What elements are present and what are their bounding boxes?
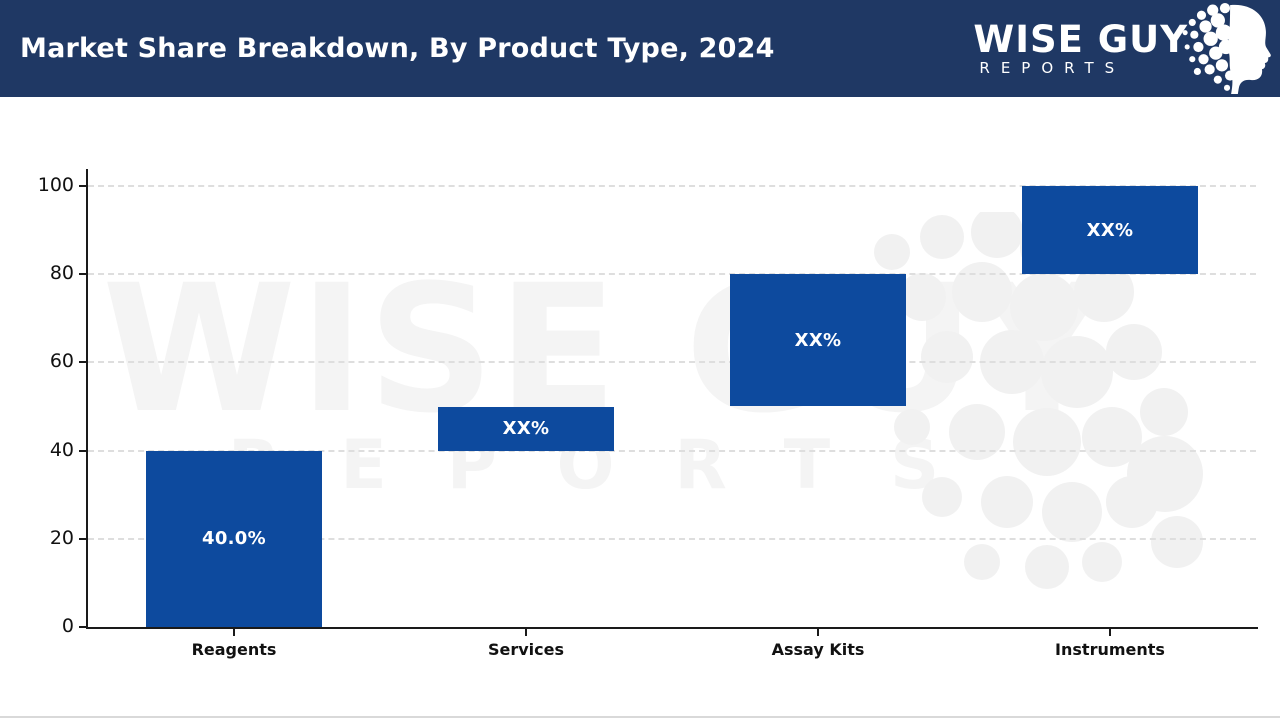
watermark-dotted-head	[853, 212, 1203, 589]
gridline-y100	[88, 185, 1256, 187]
category-label-services: Services	[487, 640, 565, 659]
x-axis-tick	[1109, 629, 1111, 636]
brand-subname: REPORTS	[979, 59, 1126, 77]
bar-value-label: XX%	[794, 329, 842, 351]
x-axis-tick	[525, 629, 527, 636]
gridline-y60	[88, 361, 1256, 364]
y-axis-tick	[79, 273, 86, 276]
y-axis-tick	[79, 185, 86, 187]
brand-name: WISE GUY	[973, 18, 1188, 61]
category-label-instruments: Instruments	[1055, 640, 1165, 659]
y-axis-tick-label: 40	[49, 438, 74, 461]
bar-reagents: 40.0%	[146, 450, 322, 627]
y-axis-tick	[79, 449, 86, 452]
gridline-y40	[88, 449, 1256, 452]
y-axis-tick	[79, 537, 86, 540]
y-axis-tick-label: 20	[49, 526, 74, 549]
y-axis-tick-label: 100	[37, 174, 74, 196]
x-axis-spine	[86, 627, 1258, 629]
category-label-reagents: Reagents	[191, 640, 277, 659]
brand-logo: WISE GUY REPORTS	[973, 2, 1274, 96]
gridline-y80	[88, 273, 1256, 276]
x-axis-tick	[233, 629, 235, 636]
bar-value-label: 40.0%	[202, 528, 266, 550]
y-axis-spine	[86, 169, 88, 629]
y-axis-tick	[79, 626, 86, 628]
bar-value-label: XX%	[1086, 219, 1134, 241]
x-axis-tick	[817, 629, 819, 636]
bar-value-label: XX%	[502, 418, 550, 440]
page-title: Market Share Breakdown, By Product Type,…	[20, 33, 775, 64]
bar-instruments: XX%	[1022, 186, 1198, 275]
gridline-y20	[88, 537, 1256, 540]
bar-assay-kits: XX%	[730, 274, 906, 407]
bar-services: XX%	[438, 406, 614, 451]
y-axis-tick-label: 80	[49, 262, 74, 285]
y-axis-tick-label: 60	[49, 350, 74, 373]
y-axis-tick	[79, 361, 86, 364]
y-axis-tick-label: 0	[61, 615, 74, 637]
header-band: Market Share Breakdown, By Product Type,…	[0, 0, 1280, 97]
category-label-assay-kits: Assay Kits	[771, 640, 865, 659]
brand-text: WISE GUY REPORTS	[973, 21, 1188, 76]
dotted-face-profile-icon	[1182, 2, 1271, 94]
footer-divider	[0, 716, 1280, 718]
